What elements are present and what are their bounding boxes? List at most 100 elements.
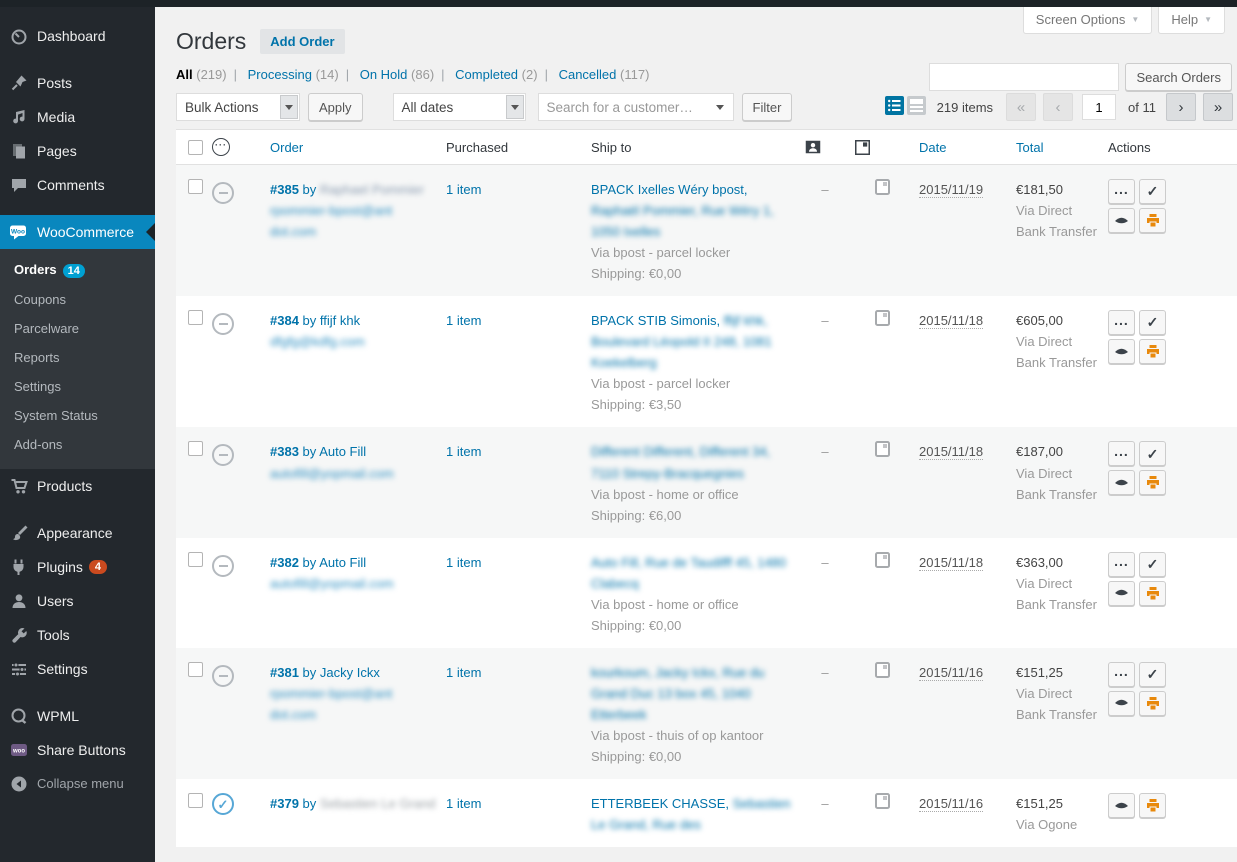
- bulk-actions-select[interactable]: Bulk Actions: [176, 93, 300, 121]
- current-page-input[interactable]: [1082, 94, 1117, 120]
- sidebar-item-woocommerce[interactable]: Woo WooCommerce: [0, 215, 155, 249]
- filter-button[interactable]: Filter: [741, 93, 793, 121]
- row-checkbox[interactable]: [188, 793, 203, 809]
- order-link[interactable]: #382 by Auto Fill: [270, 554, 367, 570]
- sidebar-item-add-ons[interactable]: Add-ons: [14, 436, 63, 452]
- sidebar-item-pages[interactable]: Pages: [0, 134, 155, 168]
- sidebar-item-reports[interactable]: Reports: [14, 349, 60, 365]
- add-order-button[interactable]: Add Order: [260, 29, 345, 54]
- sidebar-item-appearance[interactable]: Appearance: [0, 516, 155, 550]
- filter-on-hold[interactable]: On Hold (86): [359, 67, 435, 82]
- print-action-button[interactable]: [1139, 208, 1166, 233]
- print-action-button[interactable]: [1139, 470, 1166, 496]
- sidebar-item-coupons[interactable]: Coupons: [14, 291, 67, 307]
- sidebar-item-plugins[interactable]: Plugins 4: [0, 550, 155, 584]
- first-page-button: «: [1006, 93, 1037, 121]
- customer-message-cell: –: [821, 313, 829, 329]
- purchased-items-link[interactable]: 1 item: [446, 444, 482, 460]
- sidebar-item-comments[interactable]: Comments: [0, 168, 155, 202]
- sort-order-column[interactable]: Order: [270, 139, 304, 155]
- filter-cancelled[interactable]: Cancelled (117): [558, 67, 650, 82]
- processing-action-button[interactable]: ...: [1108, 551, 1135, 577]
- sort-total-column[interactable]: Total: [1016, 139, 1044, 155]
- purchased-items-link[interactable]: 1 item: [446, 313, 482, 329]
- purchased-items-link[interactable]: 1 item: [446, 182, 482, 197]
- complete-action-button[interactable]: ✓: [1139, 661, 1166, 687]
- processing-action-button[interactable]: ...: [1108, 310, 1135, 336]
- sidebar-item-orders[interactable]: Orders 14: [0, 255, 155, 285]
- sidebar-item-parcelware[interactable]: Parcelware: [14, 320, 80, 336]
- sidebar-item-settings[interactable]: Settings: [0, 652, 155, 686]
- ship-to-link[interactable]: Auto Fill, Rue de Taudifff 45, 1480 Clab…: [591, 554, 787, 591]
- complete-action-button[interactable]: ✓: [1139, 179, 1166, 204]
- order-date[interactable]: 2015/11/18: [919, 313, 984, 330]
- row-checkbox[interactable]: [188, 310, 203, 326]
- view-action-button[interactable]: [1108, 580, 1135, 606]
- ship-to-link[interactable]: BPACK Ixelles Wéry bpost, Raphaël Pommie…: [591, 182, 774, 240]
- sidebar-item-collapse-menu[interactable]: Collapse menu: [0, 767, 155, 801]
- row-checkbox[interactable]: [188, 661, 203, 677]
- sidebar-item-tools[interactable]: Tools: [0, 618, 155, 652]
- order-link[interactable]: #384 by ffijf khk: [270, 313, 361, 329]
- sidebar-item-posts[interactable]: Posts: [0, 66, 155, 100]
- sidebar-item-system-status[interactable]: System Status: [14, 407, 98, 423]
- sidebar-item-wc-settings[interactable]: Settings: [14, 378, 61, 394]
- filter-all[interactable]: All (219): [176, 67, 227, 82]
- row-checkbox[interactable]: [188, 441, 203, 457]
- ship-to-link[interactable]: BPACK STIB Simonis, ffijf khk, Boulevard…: [591, 313, 772, 371]
- complete-action-button[interactable]: ✓: [1139, 551, 1166, 577]
- complete-action-button[interactable]: ✓: [1139, 441, 1166, 467]
- search-orders-button[interactable]: Search Orders: [1125, 63, 1232, 91]
- order-date[interactable]: 2015/11/19: [919, 182, 984, 198]
- view-action-button[interactable]: [1108, 208, 1135, 233]
- sidebar-item-media[interactable]: Media: [0, 100, 155, 134]
- order-link[interactable]: #385 by Raphael Pommier: [270, 182, 424, 197]
- complete-action-button[interactable]: ✓: [1139, 310, 1166, 336]
- sidebar-item-users[interactable]: Users: [0, 584, 155, 618]
- processing-action-button[interactable]: ...: [1108, 661, 1135, 687]
- help-tab[interactable]: Help ▼: [1158, 7, 1225, 34]
- order-date[interactable]: 2015/11/18: [919, 444, 984, 461]
- order-link[interactable]: #379 by Sebastien Le Grand: [270, 796, 436, 812]
- print-action-button[interactable]: [1139, 339, 1166, 365]
- view-action-button[interactable]: [1108, 690, 1135, 716]
- processing-action-button[interactable]: ...: [1108, 441, 1135, 467]
- print-action-button[interactable]: [1139, 580, 1166, 606]
- ship-to-link[interactable]: ETTERBEEK CHASSE, Sebastien Le Grand, Ru…: [591, 796, 791, 833]
- purchased-items-link[interactable]: 1 item: [446, 796, 482, 812]
- list-view-toggle[interactable]: [884, 96, 904, 118]
- view-action-button[interactable]: [1108, 793, 1135, 819]
- select-all-checkbox[interactable]: [188, 139, 203, 155]
- last-page-button[interactable]: »: [1203, 93, 1233, 121]
- apply-button[interactable]: Apply: [308, 93, 363, 121]
- row-checkbox[interactable]: [188, 551, 203, 567]
- order-link[interactable]: #381 by Jacky Ickx: [270, 664, 380, 680]
- sidebar-item-wpml[interactable]: WPML: [0, 699, 155, 733]
- order-link[interactable]: #383 by Auto Fill: [270, 444, 367, 460]
- purchased-items-link[interactable]: 1 item: [446, 664, 482, 680]
- screen-options-tab[interactable]: Screen Options ▼: [1022, 7, 1153, 34]
- search-orders-input[interactable]: [929, 63, 1120, 91]
- print-action-button[interactable]: [1139, 690, 1166, 716]
- sidebar-item-share-buttons[interactable]: woo Share Buttons: [0, 733, 155, 767]
- sidebar-item-products[interactable]: Products: [0, 469, 155, 503]
- order-date[interactable]: 2015/11/16: [919, 796, 984, 813]
- ship-to-link[interactable]: Different Different, Different 34, 7110 …: [591, 444, 771, 481]
- sidebar-item-dashboard[interactable]: Dashboard: [0, 19, 155, 53]
- ship-to-link[interactable]: kourkoum, Jacky Ickx, Rue du Grand Duc 1…: [591, 664, 765, 722]
- sort-date-column[interactable]: Date: [919, 139, 947, 155]
- print-action-button[interactable]: [1139, 793, 1166, 819]
- view-action-button[interactable]: [1108, 470, 1135, 496]
- next-page-button[interactable]: ›: [1166, 93, 1196, 121]
- filter-processing[interactable]: Processing (14): [247, 67, 339, 82]
- order-date[interactable]: 2015/11/16: [919, 664, 984, 681]
- view-action-button[interactable]: [1108, 339, 1135, 365]
- customer-search-select[interactable]: Search for a customer…: [537, 93, 734, 121]
- date-filter-select[interactable]: All dates: [392, 93, 526, 121]
- processing-action-button[interactable]: ...: [1108, 179, 1135, 204]
- order-date[interactable]: 2015/11/18: [919, 554, 984, 571]
- excerpt-view-toggle[interactable]: [906, 96, 926, 118]
- row-checkbox[interactable]: [188, 179, 203, 194]
- purchased-items-link[interactable]: 1 item: [446, 554, 482, 570]
- filter-completed[interactable]: Completed (2): [455, 67, 538, 82]
